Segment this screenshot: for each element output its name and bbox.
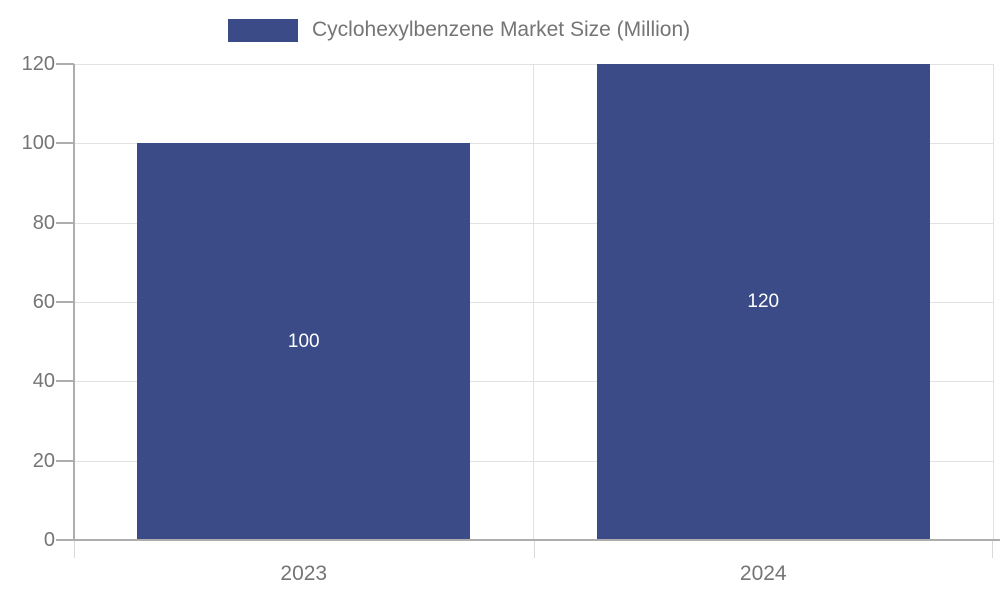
y-tick-label: 100	[21, 132, 55, 155]
y-tick-label: 40	[32, 370, 55, 393]
y-tick-mark	[56, 221, 74, 224]
y-tick-mark	[56, 142, 74, 145]
y-tick-label: 60	[32, 291, 55, 313]
legend: Cyclohexylbenzene Market Size (Million)	[228, 18, 690, 42]
x-axis-line	[74, 539, 1000, 541]
legend-label: Cyclohexylbenzene Market Size (Million)	[312, 18, 691, 41]
y-tick-label: 0	[43, 529, 55, 551]
y-tick-mark	[56, 63, 74, 65]
x-tick-mark	[533, 541, 535, 558]
y-tick-mark	[56, 380, 74, 383]
y-axis-line	[73, 64, 75, 541]
y-tick-label: 120	[21, 53, 55, 75]
x-tick-mark	[74, 541, 75, 558]
y-tick-mark	[56, 539, 74, 541]
legend-swatch	[228, 18, 298, 42]
x-tick-mark	[992, 541, 993, 558]
x-tick-label: 2024	[739, 562, 787, 585]
bar-value-label: 120	[747, 291, 780, 312]
bar: 100	[137, 143, 471, 540]
x-tick-label: 2023	[280, 562, 328, 585]
category-divider	[992, 64, 994, 540]
bar: 120	[596, 64, 930, 540]
y-tick-mark	[56, 301, 74, 303]
y-tick-label: 80	[32, 211, 55, 234]
y-tick-label: 20	[32, 449, 55, 472]
plot-area: 100 120	[74, 64, 994, 540]
bar-value-label: 100	[287, 330, 320, 352]
category-divider	[533, 64, 534, 540]
y-tick-mark	[56, 459, 74, 462]
